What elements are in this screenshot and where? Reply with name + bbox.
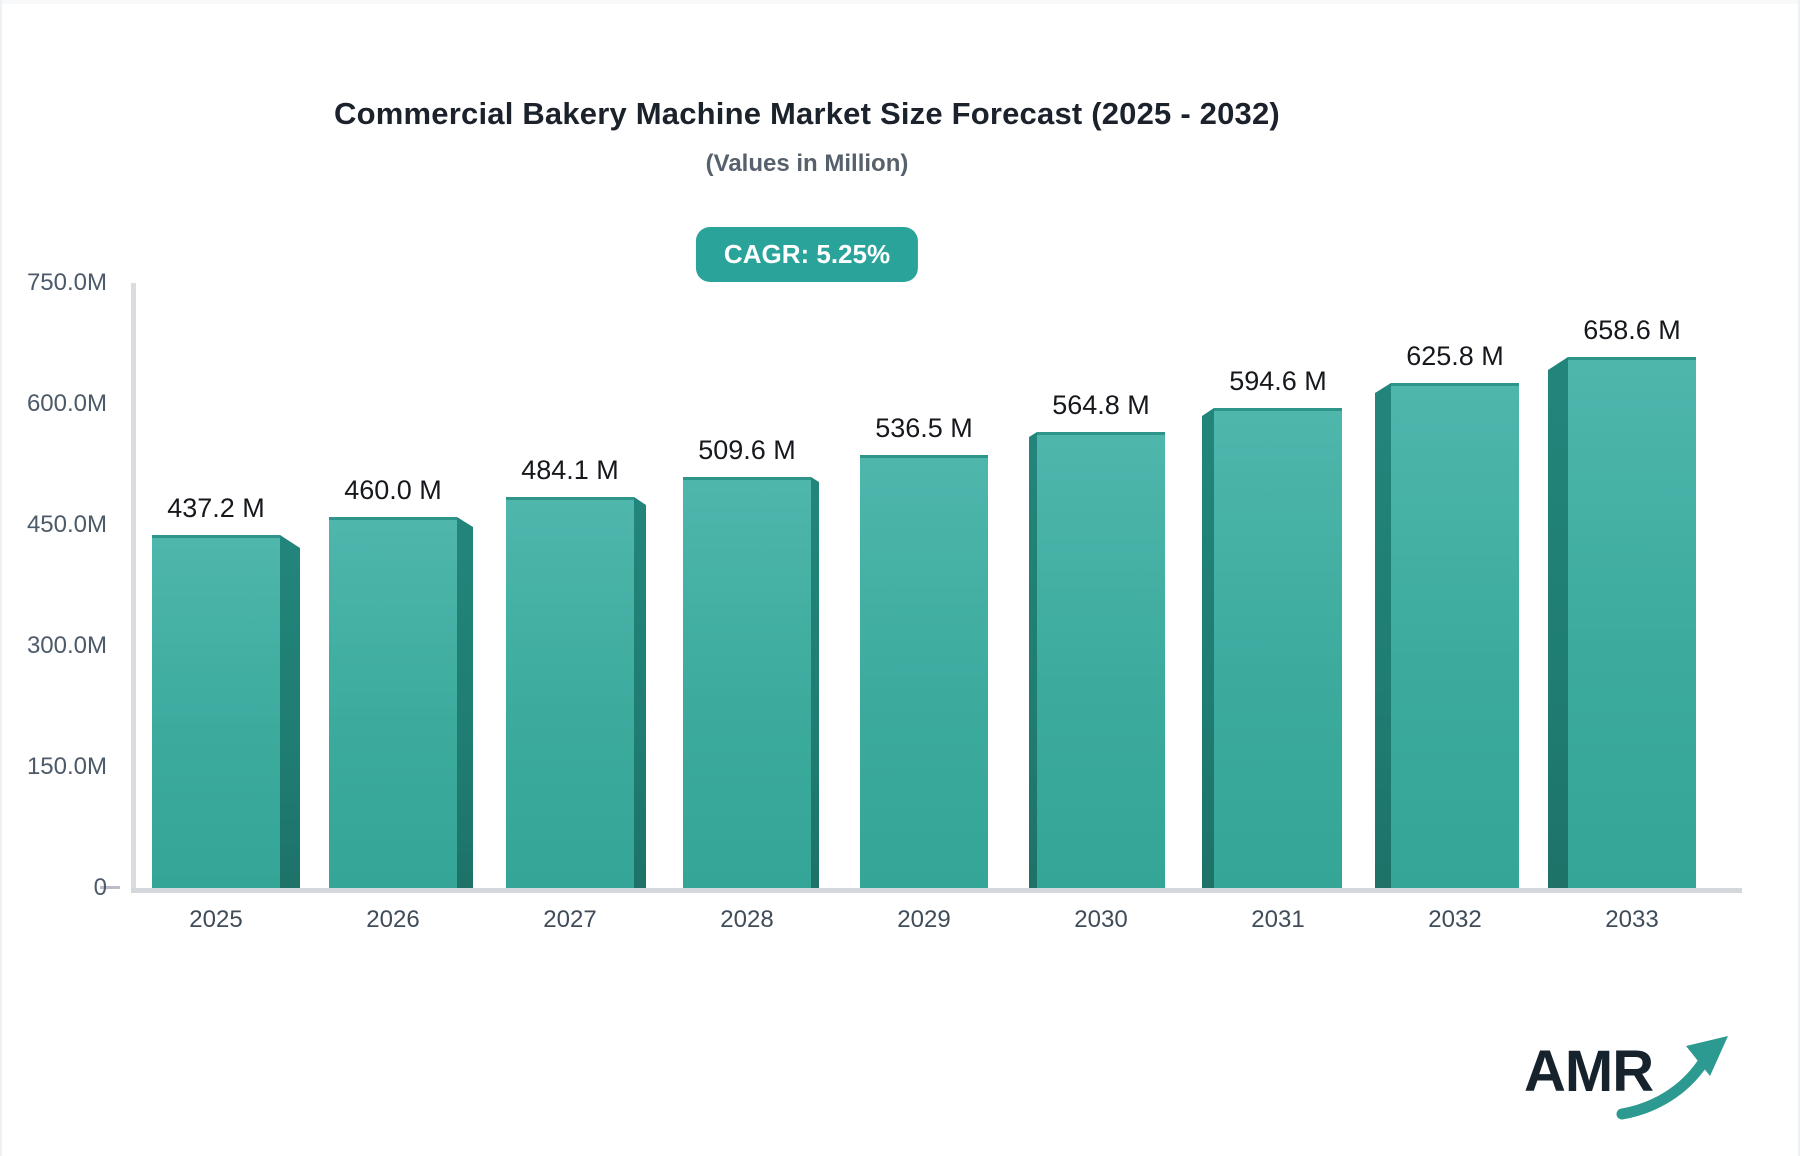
x-axis-baseline: [131, 888, 1742, 893]
bar-3d-side-2033: [1548, 357, 1568, 888]
zero-tick-mark: [100, 886, 120, 889]
x-tick-label-2027: 2027: [543, 906, 597, 933]
chart-subtitle: (Values in Million): [705, 150, 909, 177]
cagr-badge: CAGR: 5.25%: [695, 227, 919, 282]
y-tick-label: 600.0M: [26, 390, 107, 417]
x-tick-label-2030: 2030: [1074, 906, 1128, 933]
bar-2033: [1568, 357, 1696, 888]
bar-value-label-2028: 509.6 M: [698, 435, 796, 465]
y-tick-label: 150.0M: [26, 753, 107, 780]
bar-value-label-2031: 594.6 M: [1229, 366, 1327, 396]
bar-2025: [152, 535, 280, 888]
y-tick-label: 450.0M: [26, 511, 107, 538]
x-tick-label-2025: 2025: [189, 906, 243, 933]
bar-2029: [860, 455, 988, 888]
x-tick-label-2028: 2028: [720, 906, 774, 933]
top-border-strip: [2, 0, 1798, 4]
x-tick-label-2031: 2031: [1251, 906, 1305, 933]
growth-arrow-icon: [1616, 1036, 1728, 1120]
bar-value-label-2025: 437.2 M: [167, 493, 265, 523]
bar-3d-side-2030: [1029, 432, 1037, 888]
y-tick-label: 0: [93, 874, 107, 901]
x-tick-label-2026: 2026: [366, 906, 420, 933]
y-axis-line: [131, 283, 136, 888]
x-tick-label-2029: 2029: [897, 906, 951, 933]
x-tick-label-2032: 2032: [1428, 906, 1482, 933]
y-tick-label: 300.0M: [26, 632, 107, 659]
bar-value-label-2033: 658.6 M: [1583, 315, 1681, 345]
bar-2028: [683, 477, 811, 888]
bar-3d-side-2032: [1375, 383, 1391, 888]
bar-3d-side-2026: [457, 517, 473, 888]
bar-2032: [1391, 383, 1519, 888]
bar-value-label-2029: 536.5 M: [875, 413, 973, 443]
bar-value-label-2030: 564.8 M: [1052, 390, 1150, 420]
bar-3d-side-2031: [1202, 408, 1214, 888]
y-tick-label: 750.0M: [26, 269, 107, 296]
bar-2030: [1037, 432, 1165, 888]
amr-logo: AMR: [1524, 1030, 1754, 1125]
bar-2026: [329, 517, 457, 888]
bar-value-label-2027: 484.1 M: [521, 455, 619, 485]
bar-2031: [1214, 408, 1342, 888]
amr-logo-text: AMR: [1524, 1039, 1654, 1104]
bar-3d-side-2027: [634, 497, 646, 888]
bar-3d-side-2028: [811, 477, 819, 888]
bar-value-label-2026: 460.0 M: [344, 475, 442, 505]
bar-3d-side-2025: [280, 535, 300, 888]
x-tick-label-2033: 2033: [1605, 906, 1659, 933]
bar-value-label-2032: 625.8 M: [1406, 341, 1504, 371]
bar-2027: [506, 497, 634, 888]
chart-title: Commercial Bakery Machine Market Size Fo…: [334, 96, 1280, 131]
